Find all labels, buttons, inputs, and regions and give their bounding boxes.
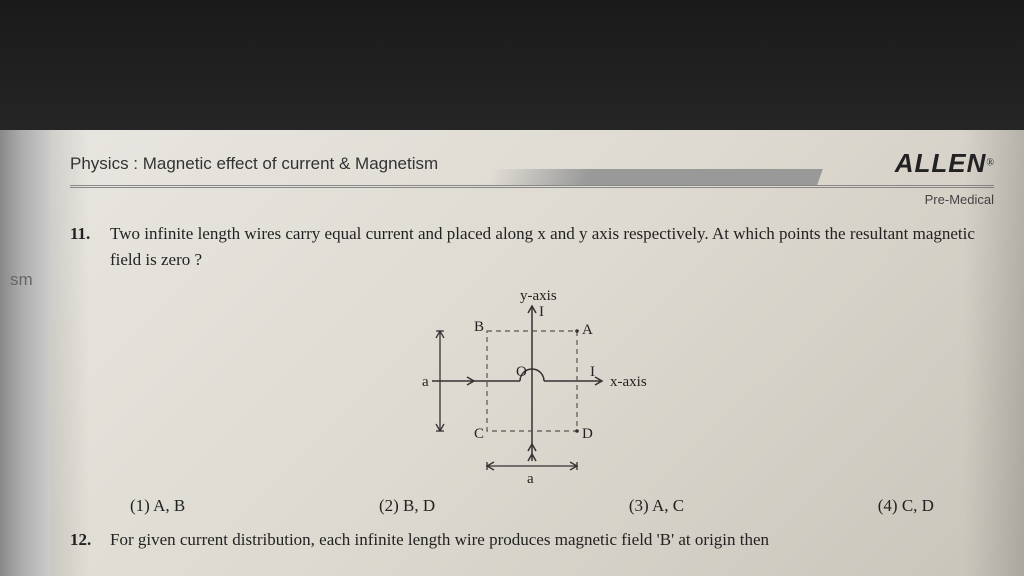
option-1: (1) A, B <box>130 496 185 516</box>
chapter-header: Physics : Magnetic effect of current & M… <box>70 148 994 188</box>
svg-text:a: a <box>527 471 534 487</box>
svg-text:A: A <box>582 322 593 338</box>
subject-title: Physics : Magnetic effect of current & M… <box>70 154 438 174</box>
q12-text: For given current distribution, each inf… <box>110 530 769 550</box>
option-2: (2) B, D <box>379 496 435 516</box>
svg-text:x-axis: x-axis <box>610 374 647 390</box>
book-spine <box>0 130 50 576</box>
svg-text:y-axis: y-axis <box>520 288 557 304</box>
option-3: (3) A, C <box>629 496 684 516</box>
svg-text:I: I <box>590 364 595 380</box>
q11-number: 11. <box>70 221 110 272</box>
sub-brand: Pre-Medical <box>70 192 994 207</box>
photo-dark-area <box>0 0 1024 130</box>
brand-name: ALLEN <box>895 148 987 178</box>
brand-block: ALLEN® <box>895 148 994 179</box>
q12-number: 12. <box>70 530 110 550</box>
svg-text:C: C <box>474 426 484 442</box>
diagram-svg: y-axis x-axis I I O A B C D a a <box>392 286 672 486</box>
spine-label: sm <box>10 270 33 290</box>
svg-text:I: I <box>539 304 544 320</box>
option-4: (4) C, D <box>878 496 934 516</box>
q11-text: Two infinite length wires carry equal cu… <box>110 221 994 272</box>
diagram-container: y-axis x-axis I I O A B C D a a <box>392 286 672 486</box>
svg-text:B: B <box>474 319 484 335</box>
header-stripe <box>487 169 823 185</box>
svg-text:D: D <box>582 426 593 442</box>
svg-text:O: O <box>516 364 527 380</box>
page: Physics : Magnetic effect of current & M… <box>50 130 1024 576</box>
question-11: 11. Two infinite length wires carry equa… <box>70 221 994 272</box>
question-12: 12. For given current distribution, each… <box>70 530 994 550</box>
brand-reg: ® <box>986 158 994 169</box>
svg-text:a: a <box>422 374 429 390</box>
options-row: (1) A, B (2) B, D (3) A, C (4) C, D <box>70 496 994 516</box>
